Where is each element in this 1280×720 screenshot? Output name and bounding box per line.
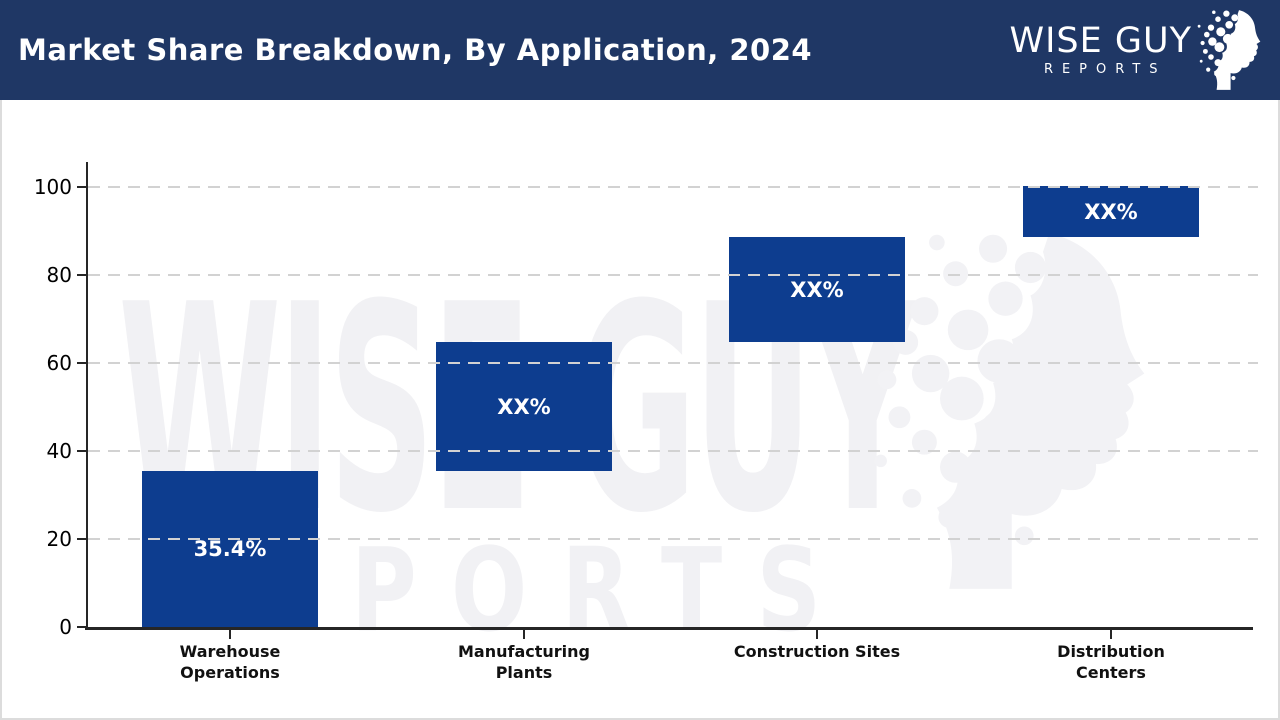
x-category-label: Distribution Centers <box>1057 642 1165 682</box>
x-category-label: Manufacturing Plants <box>458 642 590 682</box>
wise-guy-reports-logo: WISE GUY REPORTS <box>1009 8 1270 92</box>
y-tick-label: 0 <box>59 615 72 639</box>
gridline-60 <box>88 361 1258 364</box>
x-axis-line <box>85 627 1253 630</box>
x-tick-mark <box>229 630 231 639</box>
header-band: Market Share Breakdown, By Application, … <box>0 0 1280 100</box>
bar-distribution-centers: XX% <box>1023 186 1199 237</box>
watermark-head-icon <box>865 233 1145 589</box>
gridline-20 <box>88 537 1258 540</box>
bar-value-label: XX% <box>790 277 844 302</box>
y-tick-mark <box>77 537 86 540</box>
y-axis-line <box>86 162 88 629</box>
logo-text: WISE GUY REPORTS <box>1009 20 1192 77</box>
y-tick-label: 80 <box>46 262 72 287</box>
waterfall-chart: WISE GUY REPORTS 35.4% XX% XX% XX% <box>0 100 1280 720</box>
logo-wordmark: WISE GUY <box>1009 20 1192 61</box>
x-tick-mark <box>1110 630 1112 639</box>
gridline-40 <box>88 449 1258 452</box>
y-tick-label: 20 <box>46 526 72 551</box>
bar-value-label: XX% <box>1084 199 1138 224</box>
x-tick-mark <box>816 630 818 639</box>
bar-value-label: 35.4% <box>193 537 267 561</box>
x-category-label: Construction Sites <box>733 642 901 661</box>
y-tick-label: 100 <box>33 174 72 199</box>
y-tick-mark <box>77 361 86 364</box>
y-tick-mark <box>77 449 86 452</box>
chart-title: Market Share Breakdown, By Application, … <box>18 33 813 67</box>
y-tick-label: 40 <box>46 438 72 463</box>
x-category-label: Warehouse Operations <box>179 642 281 682</box>
frame-border-right <box>1278 100 1280 720</box>
frame-border-bottom <box>0 718 1280 720</box>
x-tick-mark <box>523 630 525 639</box>
gridline-80 <box>88 273 1258 276</box>
bar-value-label: XX% <box>497 394 551 419</box>
y-tick-mark <box>77 626 86 628</box>
y-tick-mark <box>77 273 86 276</box>
y-tick-mark <box>77 185 86 188</box>
dotted-head-icon <box>1197 10 1261 90</box>
frame-border-left <box>0 100 2 720</box>
bar-warehouse-operations: 35.4% <box>142 471 318 627</box>
logo-subtitle: REPORTS <box>1043 61 1167 77</box>
y-tick-label: 60 <box>46 350 72 375</box>
gridline-100 <box>88 185 1258 188</box>
bar-construction-sites: XX% <box>729 237 905 342</box>
